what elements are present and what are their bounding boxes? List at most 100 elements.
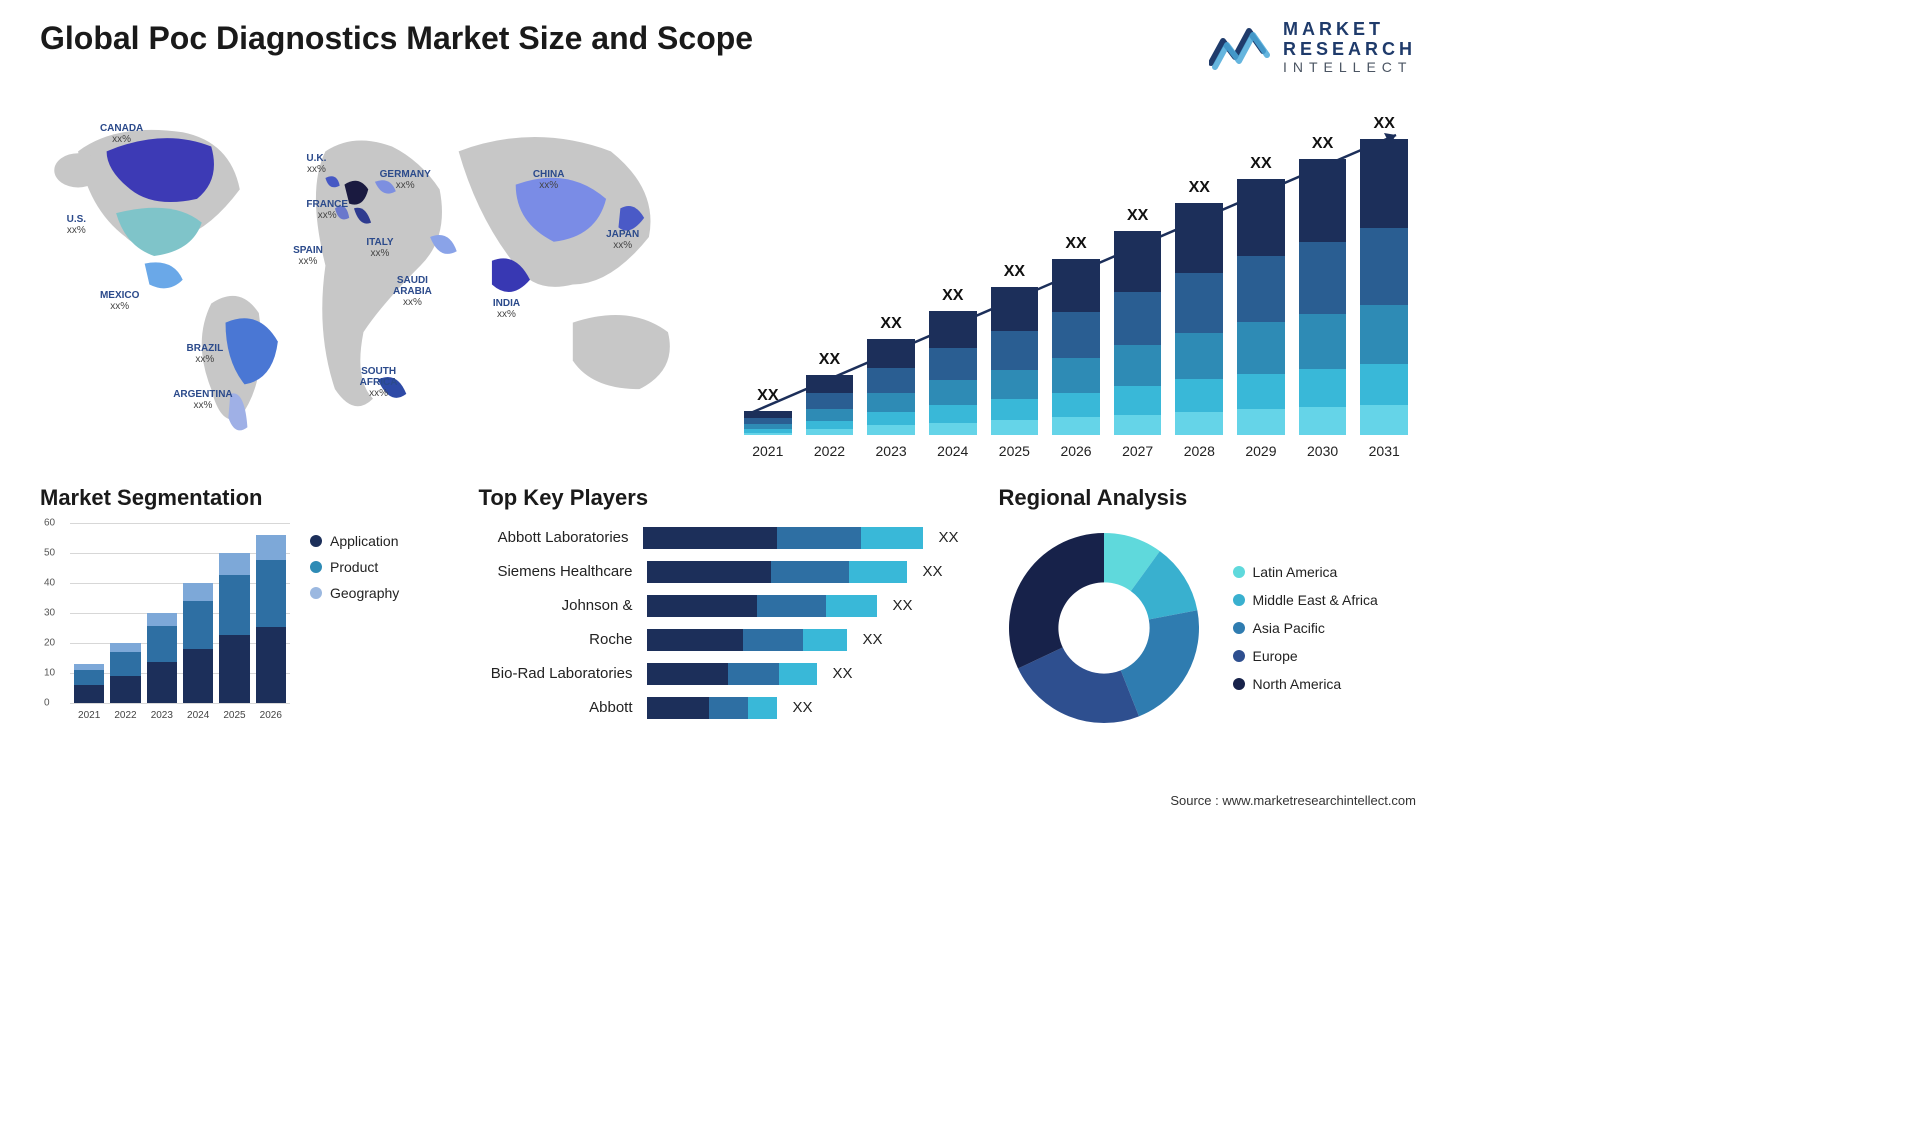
legend-item: Middle East & Africa: [1233, 592, 1378, 608]
map-country-label: FRANCExx%: [306, 199, 348, 221]
forecast-year-label: 2023: [867, 443, 915, 459]
segmentation-year-label: 2023: [147, 710, 177, 721]
forecast-year-label: 2025: [991, 443, 1039, 459]
player-row: RocheXX: [479, 625, 959, 655]
segmentation-bar: 2026: [256, 535, 286, 703]
forecast-value-label: XX: [929, 287, 977, 305]
bottom-row: Market Segmentation 01020304050602021202…: [0, 465, 1456, 743]
legend-item: Geography: [310, 585, 399, 601]
forecast-year-label: 2030: [1299, 443, 1347, 459]
forecast-bar: XX2022: [806, 375, 854, 435]
players-title: Top Key Players: [479, 485, 959, 511]
logo-text: MARKET RESEARCH INTELLECT: [1283, 20, 1416, 75]
player-label: Abbott Laboratories: [479, 529, 635, 546]
map-country-label: SOUTHAFRICAxx%: [360, 366, 398, 399]
forecast-bar: XX2025: [991, 287, 1039, 435]
forecast-value-label: XX: [991, 263, 1039, 281]
forecast-bar: XX2030: [1299, 159, 1347, 435]
forecast-year-label: 2026: [1052, 443, 1100, 459]
segmentation-bar: 2024: [183, 583, 213, 703]
player-row: Abbott Laboratories XX: [479, 523, 959, 553]
forecast-value-label: XX: [867, 315, 915, 333]
player-label: Bio-Rad Laboratories: [479, 665, 639, 682]
segmentation-bar: 2021: [74, 664, 104, 703]
top-row: CANADAxx% U.S.xx% MEXICOxx% BRAZILxx% ARGENT…: [0, 85, 1456, 465]
map-country-label: ITALYxx%: [366, 237, 393, 259]
forecast-bar: XX2023: [867, 339, 915, 435]
segmentation-panel: Market Segmentation 01020304050602021202…: [40, 485, 439, 743]
map-country-label: U.S.xx%: [67, 214, 86, 236]
segmentation-legend: ApplicationProductGeography: [310, 523, 399, 601]
brand-logo: MARKET RESEARCH INTELLECT: [1209, 20, 1416, 75]
player-value-label: XX: [885, 597, 913, 614]
map-country-label: INDIAxx%: [493, 298, 520, 320]
segmentation-bar: 2025: [219, 553, 249, 703]
legend-item: Europe: [1233, 648, 1378, 664]
legend-item: Asia Pacific: [1233, 620, 1378, 636]
players-panel: Top Key Players Abbott Laboratories XX Sie…: [479, 485, 959, 743]
forecast-year-label: 2021: [744, 443, 792, 459]
map-country-label: ARGENTINAxx%: [173, 389, 232, 411]
forecast-value-label: XX: [1175, 179, 1223, 197]
forecast-value-label: XX: [1299, 135, 1347, 153]
segmentation-year-label: 2025: [219, 710, 249, 721]
legend-item: North America: [1233, 676, 1378, 692]
forecast-bar: XX2029: [1237, 179, 1285, 435]
forecast-value-label: XX: [806, 351, 854, 369]
forecast-bar: XX2027: [1114, 231, 1162, 435]
regional-donut: [999, 523, 1209, 733]
segmentation-year-label: 2026: [256, 710, 286, 721]
player-value-label: XX: [785, 699, 813, 716]
map-country-label: CHINAxx%: [533, 169, 565, 191]
logo-mark-icon: [1209, 23, 1273, 71]
map-country-label: MEXICOxx%: [100, 290, 139, 312]
segmentation-year-label: 2021: [74, 710, 104, 721]
player-label: Johnson &: [479, 597, 639, 614]
regional-panel: Regional Analysis Latin America Middle Ea…: [999, 485, 1416, 743]
segmentation-title: Market Segmentation: [40, 485, 439, 511]
forecast-year-label: 2028: [1175, 443, 1223, 459]
donut-slice: [1009, 533, 1104, 668]
players-chart: Abbott LaboratoriesXXSiemens HealthcareX…: [479, 523, 959, 743]
forecast-year-label: 2022: [806, 443, 854, 459]
player-row: Siemens HealthcareXX: [479, 557, 959, 587]
forecast-value-label: XX: [1114, 207, 1162, 225]
legend-item: Application: [310, 533, 399, 549]
forecast-bar: XX2028: [1175, 203, 1223, 435]
player-value-label: XX: [931, 529, 959, 546]
map-country-label: GERMANYxx%: [380, 169, 431, 191]
header: Global Poc Diagnostics Market Size and S…: [0, 0, 1456, 85]
forecast-bar: XX2026: [1052, 259, 1100, 435]
player-value-label: XX: [825, 665, 853, 682]
player-label: Roche: [479, 631, 639, 648]
forecast-bars: XX2021XX2022XX2023XX2024XX2025XX2026XX20…: [736, 115, 1416, 435]
regional-title: Regional Analysis: [999, 485, 1416, 511]
forecast-chart: XX2021XX2022XX2023XX2024XX2025XX2026XX20…: [736, 95, 1416, 465]
source-line: Source : www.marketresearchintellect.com: [1170, 793, 1416, 808]
map-country-label: JAPANxx%: [606, 229, 639, 251]
segmentation-bar: 2023: [147, 613, 177, 703]
segmentation-year-label: 2024: [183, 710, 213, 721]
segmentation-year-label: 2022: [110, 710, 140, 721]
forecast-value-label: XX: [744, 387, 792, 405]
forecast-year-label: 2027: [1114, 443, 1162, 459]
segmentation-chart: 0102030405060202120222023202420252026: [40, 523, 290, 723]
forecast-year-label: 2029: [1237, 443, 1285, 459]
map-country-label: SPAINxx%: [293, 245, 323, 267]
map-country-label: CANADAxx%: [100, 123, 143, 145]
forecast-bar: XX2024: [929, 311, 977, 435]
map-country-label: BRAZILxx%: [187, 343, 224, 365]
page-title: Global Poc Diagnostics Market Size and S…: [40, 20, 753, 57]
segmentation-bar: 2022: [110, 643, 140, 703]
segmentation-axis: 0102030405060202120222023202420252026: [70, 523, 290, 703]
player-label: Siemens Healthcare: [479, 563, 639, 580]
forecast-value-label: XX: [1237, 155, 1285, 173]
player-row: Abbott XX: [479, 693, 959, 723]
player-label: Abbott: [479, 699, 639, 716]
player-row: Bio-Rad Laboratories XX: [479, 659, 959, 689]
forecast-bar: XX2031: [1360, 139, 1408, 435]
legend-item: Latin America: [1233, 564, 1378, 580]
forecast-value-label: XX: [1052, 235, 1100, 253]
forecast-year-label: 2031: [1360, 443, 1408, 459]
forecast-year-label: 2024: [929, 443, 977, 459]
